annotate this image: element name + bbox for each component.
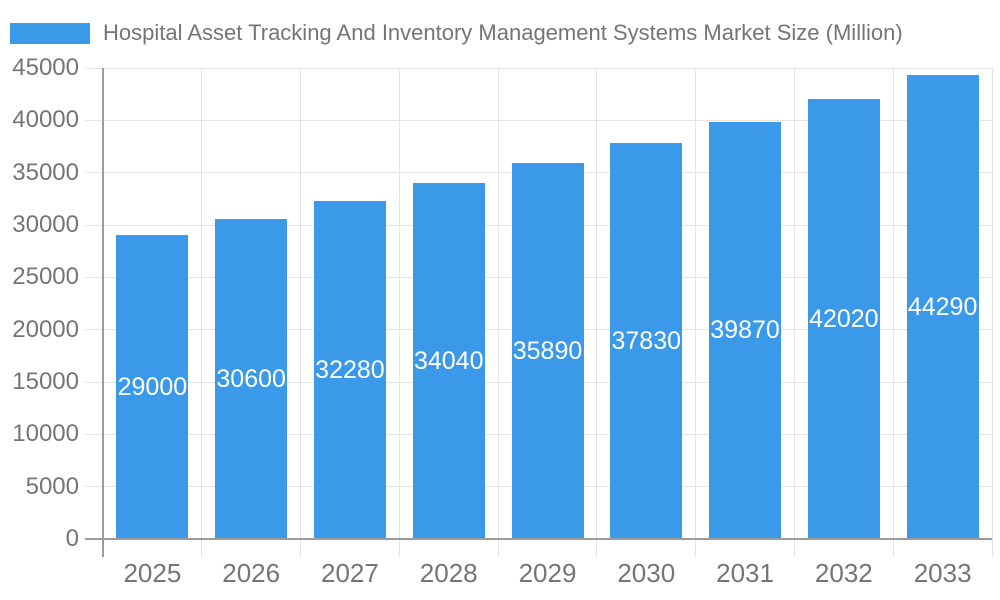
gridline-vertical	[695, 68, 697, 557]
legend-color-swatch	[10, 22, 90, 44]
bar-value-label: 32280	[315, 356, 385, 385]
bar-value-label: 29000	[117, 373, 188, 402]
legend-series-label: Hospital Asset Tracking And Inventory Ma…	[103, 20, 903, 45]
y-axis-tick-label: 0	[65, 525, 79, 552]
gridline-vertical	[398, 68, 400, 557]
bar-2029	[511, 163, 584, 539]
gridline-vertical	[201, 68, 203, 557]
bar-value-label: 37830	[611, 327, 682, 356]
y-axis-tick-label: 10000	[12, 420, 79, 448]
gridline-vertical	[497, 68, 499, 557]
x-axis-tick-label: 2028	[419, 558, 478, 588]
bar-2030	[610, 143, 683, 539]
y-axis-tick-label: 15000	[12, 368, 79, 395]
gridline-vertical	[892, 68, 894, 557]
chart-legend: Hospital Asset Tracking And Inventory Ma…	[10, 20, 903, 46]
bar-value-label: 34040	[413, 346, 484, 375]
y-axis-tick-label: 25000	[12, 263, 79, 291]
x-axis-line	[85, 538, 992, 540]
x-axis-tick-label: 2033	[913, 558, 972, 588]
x-axis-tick-label: 2032	[814, 558, 873, 588]
bar-value-label: 39870	[710, 316, 780, 345]
x-axis-tick-label: 2027	[321, 558, 379, 588]
gridline-vertical	[596, 68, 598, 557]
bar-2028	[412, 182, 485, 539]
x-axis-tick-label: 2031	[716, 558, 774, 588]
x-axis-tick-label: 2030	[617, 558, 676, 588]
gridline-vertical	[793, 68, 795, 557]
bar-value-label: 44290	[907, 293, 978, 322]
y-axis-tick-label: 20000	[12, 315, 79, 343]
bar-value-label: 35890	[512, 337, 583, 366]
bar-2025	[116, 235, 189, 539]
y-axis-tick-label: 45000	[12, 54, 79, 81]
gridline-vertical	[300, 68, 302, 557]
y-axis-tick-label: 35000	[12, 158, 79, 186]
y-axis-line	[102, 68, 104, 557]
bar-2032	[807, 99, 880, 539]
bar-2026	[215, 218, 288, 539]
x-axis-tick-label: 2029	[518, 558, 577, 588]
bar-value-label: 42020	[809, 305, 879, 334]
bar-value-label: 30600	[216, 364, 286, 393]
gridline-horizontal	[85, 119, 992, 121]
y-axis-tick-label: 40000	[12, 106, 79, 134]
y-axis-tick-label: 30000	[12, 211, 79, 238]
gridline-vertical	[991, 68, 993, 557]
y-axis-tick-label: 5000	[25, 472, 79, 500]
bar-2027	[313, 201, 386, 539]
bar-2031	[709, 121, 782, 539]
bar-2033	[906, 75, 979, 539]
x-axis-tick-label: 2025	[123, 558, 182, 588]
gridline-horizontal	[85, 67, 992, 69]
x-axis-tick-label: 2026	[222, 558, 281, 588]
